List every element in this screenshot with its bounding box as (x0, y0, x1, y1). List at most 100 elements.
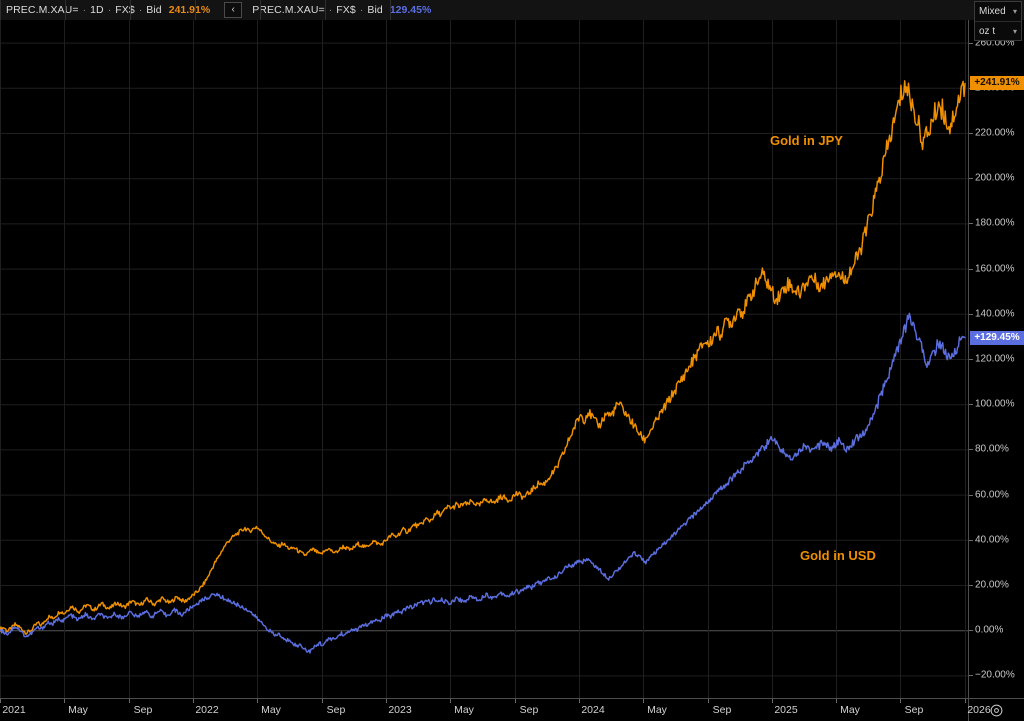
time-axis-tick-label: 2024 (581, 704, 605, 716)
value-axis-tickmark (969, 495, 973, 496)
price-chart-plot-area[interactable] (0, 20, 968, 698)
value-axis-tick-label: 80.00% (975, 443, 1009, 455)
last-price-badge-orange[interactable]: +241.91% (970, 76, 1024, 91)
value-axis-tickmark (969, 223, 973, 224)
value-axis-tick-label: 220.00% (975, 127, 1015, 139)
instrument-ric-jpy: PREC.M.XAU= (6, 4, 79, 16)
value-axis-tick-label: 180.00% (975, 217, 1015, 229)
value-axis-tickmark (969, 585, 973, 586)
value-axis-tickmark (969, 630, 973, 631)
time-axis-tickmark (129, 699, 130, 703)
time-axis-tickmark (0, 699, 1, 703)
header-divider (65, 0, 66, 20)
header-separator: · (328, 4, 333, 16)
time-axis-tick-label: 2026 (967, 704, 991, 716)
instrument-interval-jpy[interactable]: 1D (90, 4, 104, 16)
time-axis-tickmark (965, 699, 966, 703)
value-axis-tickmark (969, 359, 973, 360)
time-axis-tick-label: Sep (519, 704, 539, 716)
time-axis-tickmark (193, 699, 194, 703)
time-axis[interactable]: 2021 May Sep 2022 May Sep 2023 May Sep 2024 May Sep… (0, 698, 1024, 721)
header-separator: · (359, 4, 364, 16)
value-axis[interactable]: 260.00%240.00%220.00%200.00%180.00%160.0… (968, 20, 1024, 698)
series-annotation-gold-in-usd: Gold in USD (800, 548, 876, 563)
scale-mode-value: Mixed (979, 6, 1006, 17)
time-axis-tickmark (257, 699, 258, 703)
time-axis-tick-label: May (647, 704, 667, 716)
time-axis-tick-label: 2023 (388, 704, 412, 716)
value-axis-tickmark (969, 269, 973, 270)
value-axis-tickmark (969, 540, 973, 541)
chart-svg (0, 20, 968, 698)
header-divider (0, 0, 1, 20)
time-axis-tickmark (900, 699, 901, 703)
time-axis-tick-label: Sep (712, 704, 732, 716)
value-axis-tick-label: −20.00% (975, 669, 1015, 681)
instrument-ric-usd: PREC.M.XAU= (252, 4, 325, 16)
instrument-leg-jpy[interactable]: PREC.M.XAU= · 1D · FX$ · Bid 241.91% (0, 0, 210, 20)
unit-value: oz t (979, 25, 996, 37)
time-axis-tick-label: Sep (326, 704, 346, 716)
time-axis-tick-label: 2025 (774, 704, 798, 716)
header-divider (195, 0, 196, 20)
header-divider (390, 0, 391, 20)
series-annotation-gold-in-jpy: Gold in JPY (770, 133, 843, 148)
value-axis-tick-label: 120.00% (975, 353, 1015, 365)
instrument-change-jpy: 241.91% (168, 4, 211, 16)
value-axis-tick-label: 260.00% (975, 37, 1015, 49)
time-axis-tickmark (579, 699, 580, 703)
instrument-header: PREC.M.XAU= · 1D · FX$ · Bid 241.91% ‹ P… (0, 0, 1024, 20)
header-divider (260, 0, 261, 20)
instrument-side-usd[interactable]: Bid (367, 4, 383, 16)
value-axis-tick-label: 100.00% (975, 398, 1015, 410)
time-axis-tickmark (450, 699, 451, 703)
value-axis-tickmark (969, 675, 973, 676)
value-axis-tickmark (969, 449, 973, 450)
chart-settings-dropdowns: Mixed ▾ oz t ▾ (974, 1, 1022, 41)
time-axis-tickmark (643, 699, 644, 703)
time-axis-tickmark (64, 699, 65, 703)
value-axis-tick-label: 20.00% (975, 579, 1009, 591)
chevron-down-icon: ▾ (1012, 26, 1017, 36)
previous-instrument-button[interactable]: ‹ (224, 2, 243, 18)
header-divider (130, 0, 131, 20)
value-axis-tickmark (969, 133, 973, 134)
header-separator: · (82, 4, 87, 16)
time-axis-tick-label: May (68, 704, 88, 716)
value-axis-tickmark (969, 43, 973, 44)
header-separator: · (107, 4, 112, 16)
instrument-leg-usd[interactable]: PREC.M.XAU= · FX$ · Bid 129.45% (251, 0, 431, 20)
time-axis-tick-label: May (454, 704, 474, 716)
time-axis-tickmark (322, 699, 323, 703)
value-axis-tick-label: 160.00% (975, 263, 1015, 275)
value-axis-tick-label: 60.00% (975, 489, 1009, 501)
value-axis-tick-label: 200.00% (975, 172, 1015, 184)
time-axis-tick-label: Sep (904, 704, 924, 716)
instrument-source-usd[interactable]: FX$ (336, 4, 356, 16)
time-axis-tick-label: May (261, 704, 281, 716)
unit-dropdown[interactable]: oz t ▾ (975, 21, 1021, 40)
value-axis-tick-label: 140.00% (975, 308, 1015, 320)
value-axis-tick-label: 0.00% (975, 624, 1004, 636)
crosshair-target-icon[interactable] (968, 699, 1024, 721)
value-axis-tickmark (969, 314, 973, 315)
instrument-side-jpy[interactable]: Bid (146, 4, 162, 16)
value-axis-tick-label: 40.00% (975, 534, 1009, 546)
time-axis-tick-label: Sep (133, 704, 153, 716)
series-line-gold-in-jpy (0, 80, 966, 635)
time-axis-tickmark (515, 699, 516, 703)
time-axis-tickmark (836, 699, 837, 703)
last-price-badge-blue[interactable]: +129.45% (970, 330, 1024, 345)
chevron-down-icon: ▾ (1012, 7, 1017, 16)
value-axis-tickmark (969, 178, 973, 179)
time-axis-tick-label: 2022 (195, 704, 219, 716)
scale-mode-dropdown[interactable]: Mixed ▾ (975, 2, 1021, 21)
instrument-source-jpy[interactable]: FX$ (115, 4, 135, 16)
instrument-change-usd: 129.45% (389, 4, 432, 16)
time-axis-tick-label: 2021 (2, 704, 26, 716)
header-divider (325, 0, 326, 20)
header-separator: · (138, 4, 143, 16)
time-axis-tick-label: May (840, 704, 860, 716)
time-axis-tickmark (772, 699, 773, 703)
